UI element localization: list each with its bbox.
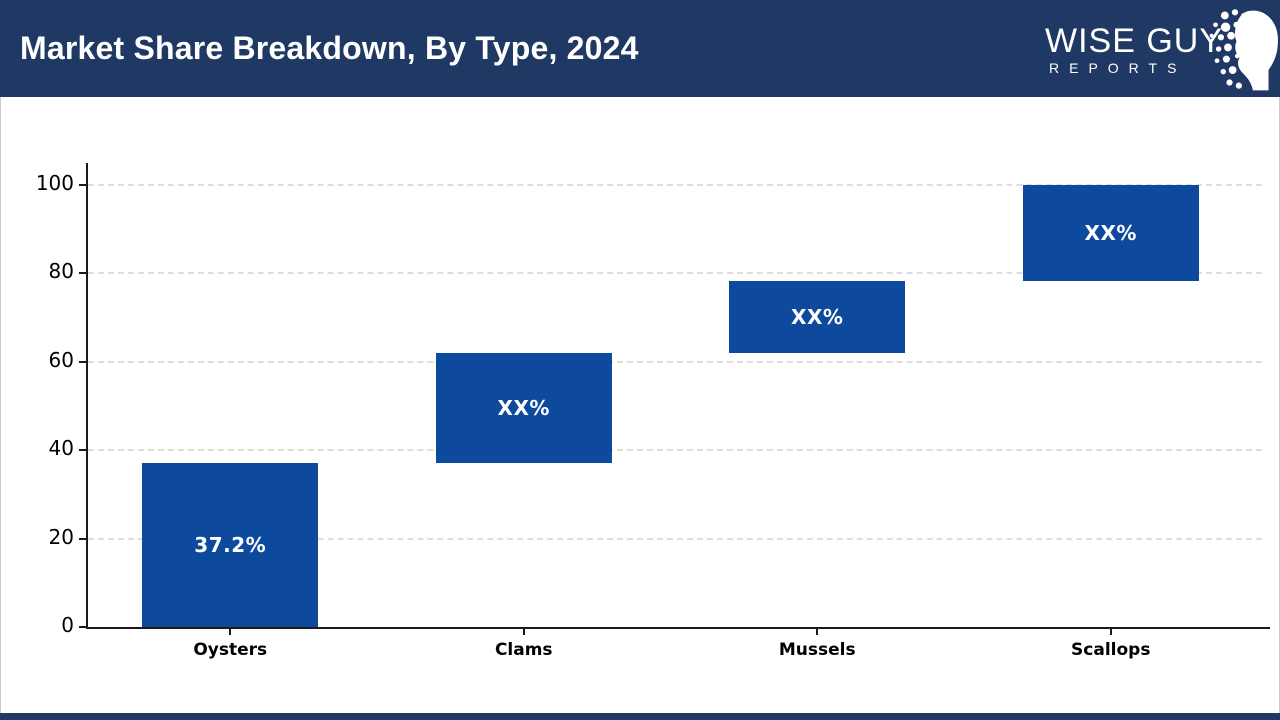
bar-value-label: XX% bbox=[1084, 220, 1137, 245]
x-axis-spine bbox=[86, 627, 1270, 629]
page-title: Market Share Breakdown, By Type, 2024 bbox=[20, 30, 639, 66]
bar-value-label: XX% bbox=[791, 304, 844, 329]
logo-head-dots-icon bbox=[1209, 9, 1278, 91]
bar-value-label: 37.2% bbox=[194, 532, 267, 557]
x-axis-label: Mussels bbox=[778, 640, 856, 660]
bar: XX% bbox=[435, 352, 612, 463]
x-axis-label: Oysters bbox=[193, 640, 268, 660]
wiseguy-logo: WISE GUY REPORTS bbox=[1035, 0, 1280, 97]
footer-accent-bar bbox=[0, 713, 1280, 720]
bar: XX% bbox=[1022, 185, 1199, 281]
logo-wiseguy-text: WISE GUY bbox=[1045, 22, 1224, 60]
y-gridline bbox=[88, 272, 1262, 275]
y-tick-label: 100 bbox=[35, 171, 74, 195]
y-tick bbox=[79, 184, 87, 186]
logo-reports-text: REPORTS bbox=[1049, 60, 1187, 76]
y-tick bbox=[79, 272, 87, 275]
y-tick-label: 60 bbox=[48, 347, 74, 372]
y-tick bbox=[79, 449, 87, 452]
bar: 37.2% bbox=[142, 462, 319, 627]
bar: XX% bbox=[729, 280, 906, 353]
y-gridline bbox=[88, 449, 1262, 452]
y-tick-label: 80 bbox=[48, 259, 74, 284]
x-tick bbox=[522, 627, 525, 635]
header: Market Share Breakdown, By Type, 2024 WI… bbox=[0, 0, 1280, 97]
y-tick-label: 0 bbox=[61, 613, 74, 637]
y-gridline bbox=[88, 360, 1262, 363]
y-gridline bbox=[88, 537, 1262, 540]
y-tick-label: 40 bbox=[48, 436, 74, 461]
y-tick bbox=[79, 360, 87, 363]
x-tick bbox=[1109, 627, 1112, 635]
bar-value-label: XX% bbox=[497, 395, 550, 420]
x-axis-label: Scallops bbox=[1071, 640, 1151, 660]
y-axis-spine bbox=[86, 163, 88, 629]
x-tick bbox=[229, 627, 232, 635]
x-tick bbox=[816, 627, 819, 635]
x-axis-label: Clams bbox=[494, 640, 553, 660]
y-tick-label: 20 bbox=[48, 524, 74, 549]
y-tick bbox=[79, 537, 87, 540]
y-gridline bbox=[88, 184, 1262, 186]
y-tick bbox=[79, 626, 87, 628]
